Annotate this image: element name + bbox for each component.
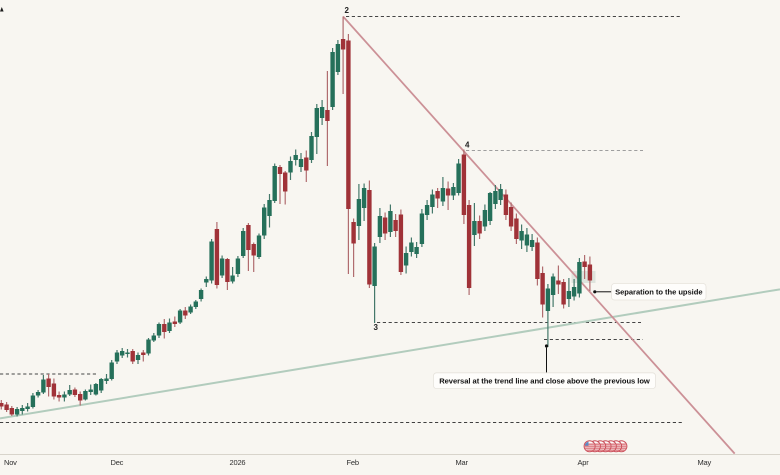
svg-text:Feb: Feb: [347, 458, 359, 467]
svg-text:4: 4: [465, 141, 470, 150]
svg-text:May: May: [698, 458, 712, 467]
svg-text:Separation to the upside: Separation to the upside: [615, 287, 702, 296]
svg-text:3: 3: [374, 323, 379, 332]
svg-text:2026: 2026: [230, 458, 246, 467]
svg-text:Reversal at the trend line and: Reversal at the trend line and close abo…: [439, 376, 650, 385]
svg-text:Nov: Nov: [4, 458, 17, 467]
svg-text:Mar: Mar: [456, 458, 469, 467]
svg-text:2: 2: [345, 6, 350, 15]
svg-text:Apr: Apr: [578, 458, 590, 467]
svg-text:Dec: Dec: [111, 458, 124, 467]
